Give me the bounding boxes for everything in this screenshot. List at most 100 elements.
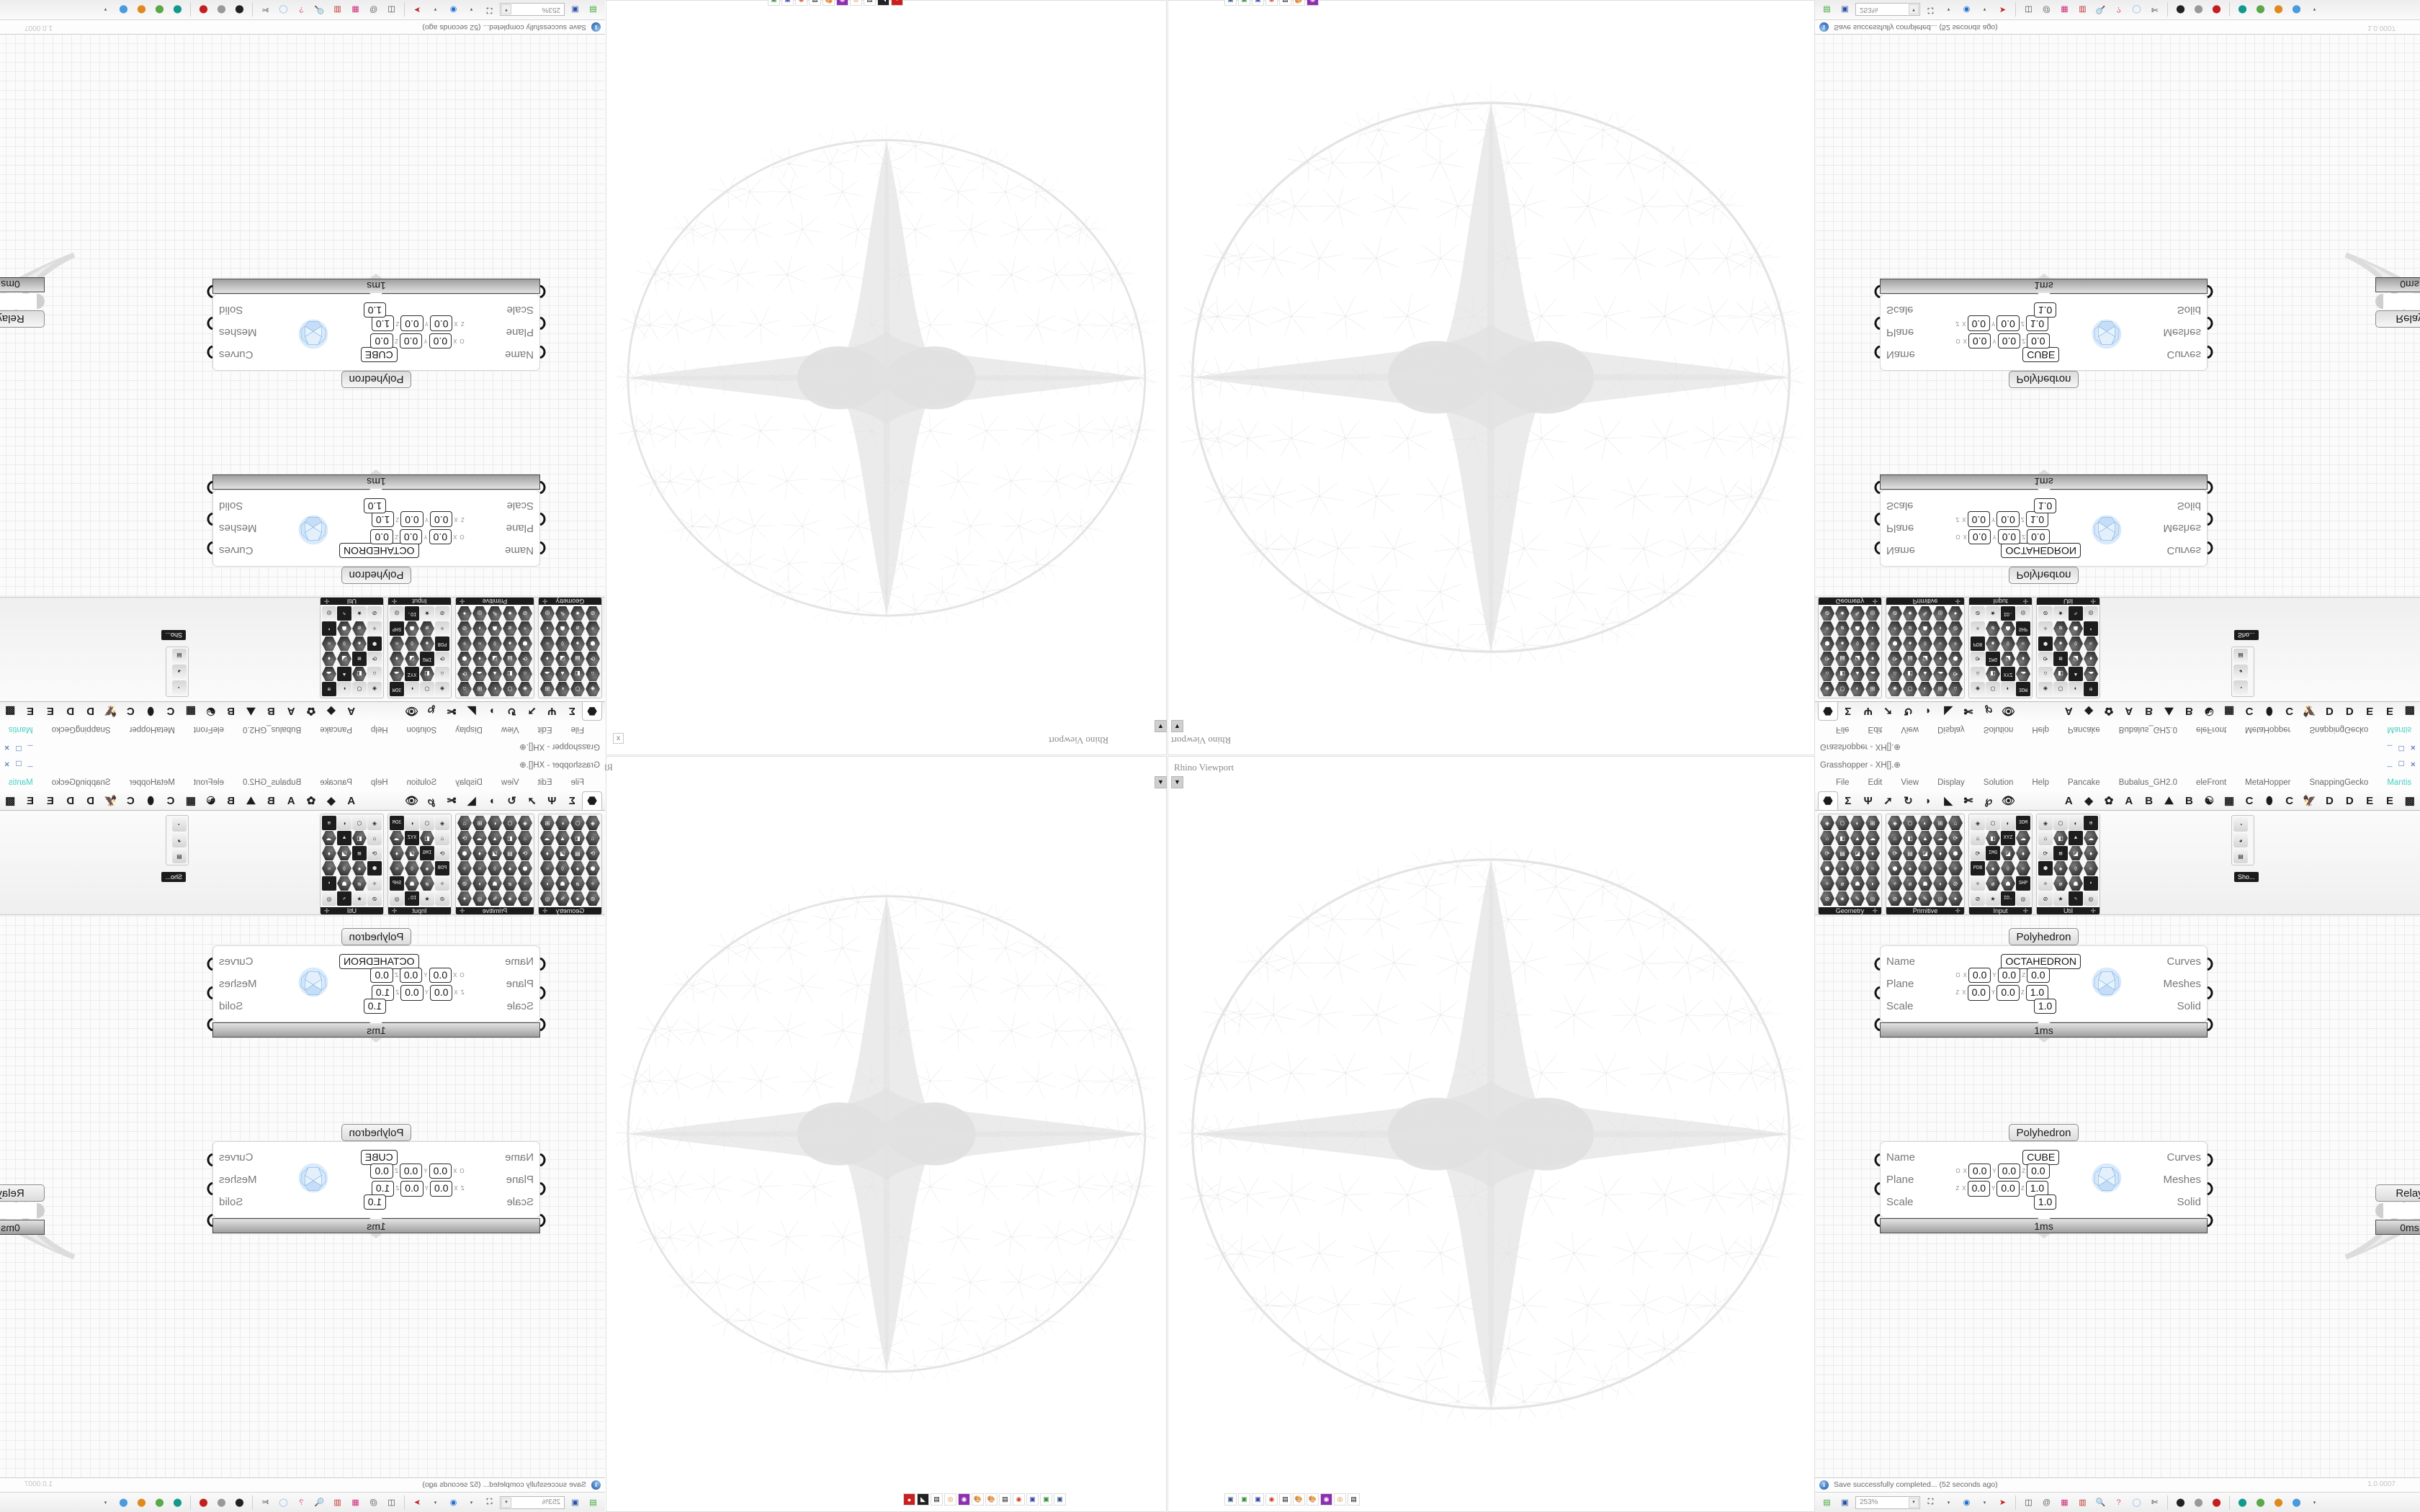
input-port-plane[interactable] [1873, 986, 1881, 999]
component-icon[interactable]: ⌀ [1835, 621, 1850, 636]
component-icon[interactable]: ★ [1986, 891, 2000, 906]
rhino-icon-palette-1[interactable]: 🎨 [1293, 0, 1305, 6]
menu-item-help[interactable]: Help [2032, 778, 2050, 787]
component-icon-[interactable]: ⊞ [322, 816, 336, 830]
input-port-name[interactable] [539, 958, 547, 971]
component-icon[interactable]: ☁ [2084, 831, 2098, 845]
ribbon-floating-group[interactable]: ◔ ◕ ▤ [166, 647, 189, 697]
ribbon-tab-right-15[interactable]: E [46, 794, 54, 807]
component-icon[interactable]: ⌀ [503, 621, 517, 636]
value-zaxis-x[interactable]: 0.0 [1967, 985, 1991, 1001]
node-body[interactable]: Name CUBE Curves Plane O X 0.0 Y [1874, 285, 2213, 371]
bottom-toolbar[interactable]: ▤ ▣ 253% ▾ ⛶ ▾ ◉ ▾ ➤ ◫ @ ▦ ▥ 🔍 ? ◯ ✄ ⬤ ⬤… [0, 1492, 605, 1512]
bubble-icon-2[interactable]: ◕ [2233, 665, 2248, 679]
chevron-down-icon-3[interactable]: ▾ [2313, 1500, 2316, 1506]
component-icon[interactable]: ◐ [337, 682, 351, 696]
help-icon[interactable]: ? [299, 5, 304, 14]
ribbon-group-geometry[interactable]: ◈ ⌂ ⟳ ⬢ ✧ ⊘ ⬡ ◧ ▤ ♠ ⌀ ★ ◐ ▲ ◪ ◊ ☗ ✎ ⊞ ☁ ♦ ≈ ◗ ◎ Geometry ✛ [1818, 814, 1882, 914]
component-icon-[interactable]: ▲ [337, 667, 351, 681]
component-icon[interactable]: ◊ [2069, 861, 2083, 876]
scissors-icon[interactable]: ✄ [261, 5, 269, 14]
save-icon[interactable]: ▣ [571, 5, 579, 14]
ribbon-tab-right-10[interactable]: ⬮ [2266, 705, 2273, 718]
component-icon[interactable]: ♠ [1835, 861, 1850, 876]
component-icon[interactable]: ◊ [405, 861, 419, 876]
ribbon-tab-5[interactable]: ◗ [488, 705, 496, 718]
component-icon[interactable]: ≈ [2084, 636, 2098, 651]
ribbon-tab-1[interactable]: Σ [1845, 705, 1852, 718]
component-icon-[interactable]: ▲ [2069, 831, 2083, 845]
document-icon[interactable]: ▥ [2079, 1498, 2087, 1507]
component-icon-[interactable]: ✎ [2069, 891, 2083, 906]
component-icon[interactable]: ◧ [570, 831, 585, 845]
component-icon-3dm[interactable]: 3DM [2016, 682, 2030, 696]
ribbon-group-geometry[interactable]: ◈ ⌂ ⟳ ⬢ ✧ ⊘ ⬡ ◧ ▤ ♠ ⌀ ★ ◐ ▲ ◪ ◊ ☗ ✎ ⊞ ☁ ♦ ≈ ◗ ◎ Geometry ✛ [538, 598, 602, 698]
zoom-extents-icon[interactable]: ⛶ [1927, 1498, 1934, 1506]
grasshopper-window-bottom-right[interactable]: Grasshopper - XH[].⊕ _ □ ✕ File Edit Vie… [1815, 756, 2420, 1512]
component-icon[interactable]: ◐ [2069, 682, 2083, 696]
rhino-icon-calc[interactable]: ▤ [1279, 1493, 1291, 1506]
ribbon-group-util[interactable]: ◈ ⌂ ⟳ ⬢ ✧ ⊘ ⬡ ◧ ▤ ♠ ⌀ ★ ◐ ▲ ◪ ◊ ☗ ✎ ⊞ ☁ ♦ ≈ ◗ ◎ Util ✛ [320, 814, 384, 914]
component-icon[interactable]: ☗ [337, 876, 351, 891]
rhino-icon-purple[interactable]: ◉ [958, 1493, 970, 1506]
component-icon[interactable]: ◐ [2069, 816, 2083, 830]
component-icon[interactable]: ♦ [390, 652, 404, 666]
chevron-down-icon[interactable]: ▾ [1947, 6, 1950, 12]
component-icon[interactable]: ⬡ [2053, 816, 2068, 830]
value-zaxis-y[interactable]: 0.0 [400, 1181, 424, 1197]
value-origin-z[interactable]: 0.0 [370, 333, 393, 349]
component-icon[interactable]: ⊘ [1820, 606, 1834, 621]
menu-item-metahopper[interactable]: MetaHopper [2245, 725, 2291, 734]
component-icon[interactable]: ★ [503, 891, 517, 906]
ribbon-tab-4[interactable]: ↻ [1904, 795, 1913, 807]
ribbon-tab-strip[interactable]: ⬣ Σ Ψ ➚ ↻ ◗ ◣ ✄ ℘ 👁 A ◆ ✿ A B ⛰ B ☯ ▦ C ⬮ C 🦅 D D E E ▩ [0, 791, 605, 811]
component-icon[interactable]: ◐ [405, 816, 419, 830]
ribbon-floating-group[interactable]: ◔ ◕ ▤ [166, 815, 189, 865]
output-port-solid[interactable] [205, 1018, 214, 1031]
shade-dark-icon[interactable]: ⬤ [235, 1498, 244, 1507]
output-port-curves[interactable] [205, 346, 214, 359]
viewport-scroll-down-br[interactable]: ▼ [1171, 776, 1183, 788]
ribbon-group-util[interactable]: ◈ ⌂ ⟳ ⬢ ✧ ⊘ ⬡ ◧ ▤ ♠ ⌀ ★ ◐ ▲ ◪ ◊ ☗ ✎ ⊞ ☁ ♦ ≈ ◗ ◎ Util ✛ [2036, 598, 2100, 698]
menu-item-elefront[interactable]: eleFront [193, 778, 225, 787]
component-icon[interactable]: ⬡ [570, 682, 585, 696]
menu-bar[interactable]: File Edit View Display Solution Help Pan… [0, 775, 605, 791]
ribbon-tab-3[interactable]: ➚ [1883, 795, 1893, 807]
ribbon-tab-strip[interactable]: ⬣ Σ Ψ ➚ ↻ ◗ ◣ ✄ ℘ 👁 A ◆ ✿ A B ⛰ B ☯ ▦ C ⬮ C 🦅 D D E E ▩ [1815, 791, 2420, 811]
value-zaxis-x[interactable]: 0.0 [429, 511, 453, 527]
maximize-button[interactable]: □ [16, 759, 22, 769]
bubble-icon-2[interactable]: ◕ [172, 665, 187, 679]
component-icon[interactable]: ★ [1835, 891, 1850, 906]
component-icon[interactable]: ◗ [1865, 876, 1880, 891]
component-icon[interactable]: ▲ [1918, 831, 1932, 845]
value-origin-y[interactable]: 0.0 [1997, 967, 2021, 983]
ribbon-tab-9[interactable]: 👁 [404, 705, 418, 717]
ribbon-panel[interactable]: ◈ ⌂ ⟳ ⬢ ✧ ⊘ ⬡ ◧ ▤ ♠ ⌀ ★ ◐ ▲ ◪ ◊ ☗ ✎ ⊞ ☁ ♦ ≈ ◗ ◎ Geometry ✛ ◈ ⌂ ⟳ ⬢ ✧ ⊘… [0, 811, 605, 915]
bottom-toolbar[interactable]: ▤ ▣ 253% ▾ ⛶ ▾ ◉ ▾ ➤ ◫ @ ▦ ▥ 🔍 ? ◯ ✄ ⬤ ⬤… [1815, 0, 2420, 20]
component-icon[interactable]: ◎ [1933, 606, 1948, 621]
presentation-icon[interactable]: ▤ [172, 849, 187, 863]
component-icon[interactable]: ⟳ [435, 652, 449, 666]
component-icon[interactable]: ⬢ [457, 846, 472, 860]
ribbon-tab-right-8[interactable]: ▦ [2224, 705, 2235, 717]
component-icon[interactable]: ▤ [1903, 846, 1917, 860]
component-icon[interactable]: ◪ [405, 652, 419, 666]
component-icon[interactable]: ≈ [322, 861, 336, 876]
new-file-icon[interactable]: ▤ [1823, 5, 1831, 14]
component-icon-[interactable]: ▲ [2069, 667, 2083, 681]
search-icon[interactable]: 🔍 [314, 5, 325, 14]
component-icon[interactable]: ⬡ [503, 682, 517, 696]
component-icon[interactable]: ◈ [435, 682, 449, 696]
relay-pill[interactable] [0, 294, 45, 309]
component-icon[interactable]: ◧ [352, 667, 367, 681]
maximize-button[interactable]: □ [16, 743, 22, 753]
value-origin-z[interactable]: 0.0 [370, 967, 393, 983]
rhino-viewport-bottom-left[interactable] [606, 756, 1167, 1512]
menu-item-metahopper[interactable]: MetaHopper [2245, 778, 2291, 787]
value-zaxis-y[interactable]: 0.0 [1996, 1181, 2020, 1197]
component-icon[interactable]: ✧ [367, 876, 382, 891]
component-icon[interactable]: ◈ [518, 682, 532, 696]
component-icon[interactable]: ⬢ [1820, 636, 1834, 651]
component-icon[interactable]: ⊘ [1971, 891, 1985, 906]
display-teal-icon[interactable]: ⬤ [173, 5, 182, 14]
